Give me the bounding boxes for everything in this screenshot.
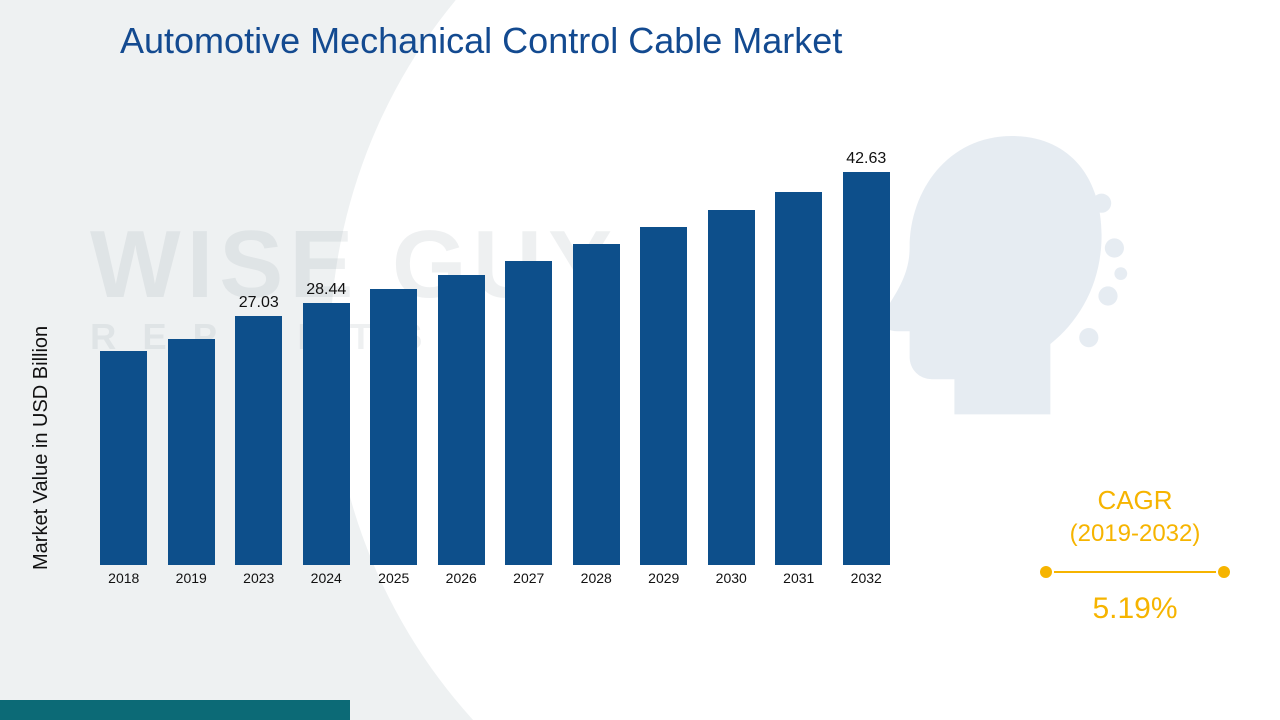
x-axis-labels: 2018201920232024202520262027202820292030… [90, 570, 900, 600]
x-tick-label: 2030 [698, 570, 766, 586]
chart-title: Automotive Mechanical Control Cable Mark… [120, 20, 860, 61]
cagr-divider [1040, 566, 1230, 578]
x-tick-label: 2023 [225, 570, 293, 586]
bar [303, 303, 350, 565]
cagr-block: CAGR (2019-2032) 5.19% [990, 485, 1280, 626]
bar-slot [168, 339, 215, 565]
bar [370, 289, 417, 565]
cagr-title: CAGR [990, 485, 1280, 516]
bar [235, 316, 282, 565]
brand-logo: WISE GUY REPORTS [980, 25, 1260, 75]
bar [573, 244, 620, 565]
bar-slot [640, 227, 687, 565]
bar [843, 172, 890, 565]
x-tick-label: 2019 [158, 570, 226, 586]
x-tick-label: 2025 [360, 570, 428, 586]
x-tick-label: 2032 [833, 570, 901, 586]
x-tick-label: 2024 [293, 570, 361, 586]
infographic-stage: WISE GUY REPORTS Automotive Mechanical C… [0, 0, 1280, 720]
bar [640, 227, 687, 565]
bar [505, 261, 552, 565]
bar-value-label: 28.44 [306, 281, 346, 299]
bar [100, 351, 147, 565]
bar-slot: 27.03 [235, 316, 282, 565]
accent-bottom-bar [0, 700, 350, 720]
x-tick-label: 2031 [765, 570, 833, 586]
y-axis-label: Market Value in USD Billion [30, 326, 53, 570]
bar-slot: 28.44 [303, 303, 350, 565]
bar-slot [370, 289, 417, 565]
bar-value-label: 27.03 [239, 294, 279, 312]
bar-chart: 27.03 28.44 42.63 [90, 150, 900, 565]
cagr-range: (2019-2032) [990, 520, 1280, 548]
bar-value-label: 42.63 [846, 150, 886, 168]
bar-slot [573, 244, 620, 565]
x-tick-label: 2029 [630, 570, 698, 586]
cagr-dot-left [1040, 566, 1052, 578]
bar-slot [505, 261, 552, 565]
x-tick-label: 2028 [563, 570, 631, 586]
bar-slot [100, 351, 147, 565]
brand-head-icon [1198, 19, 1268, 89]
bar [708, 210, 755, 565]
cagr-value: 5.19% [990, 592, 1280, 626]
bars-container: 27.03 28.44 42.63 [90, 150, 900, 565]
bar [775, 192, 822, 566]
bar-slot: 42.63 [843, 172, 890, 565]
bar-slot [438, 275, 485, 565]
x-tick-label: 2018 [90, 570, 158, 586]
bar [438, 275, 485, 565]
cagr-line [1054, 571, 1216, 573]
x-tick-label: 2027 [495, 570, 563, 586]
cagr-dot-right [1218, 566, 1230, 578]
x-tick-label: 2026 [428, 570, 496, 586]
bar-slot [708, 210, 755, 565]
bar [168, 339, 215, 565]
bar-slot [775, 192, 822, 566]
